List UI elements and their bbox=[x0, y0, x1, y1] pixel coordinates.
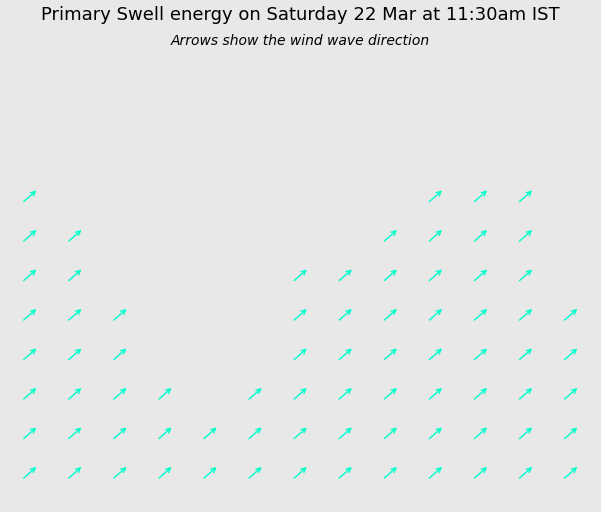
Text: Arrows show the wind wave direction: Arrows show the wind wave direction bbox=[171, 34, 430, 48]
Text: Primary Swell energy on Saturday 22 Mar at 11:30am IST: Primary Swell energy on Saturday 22 Mar … bbox=[41, 6, 560, 25]
